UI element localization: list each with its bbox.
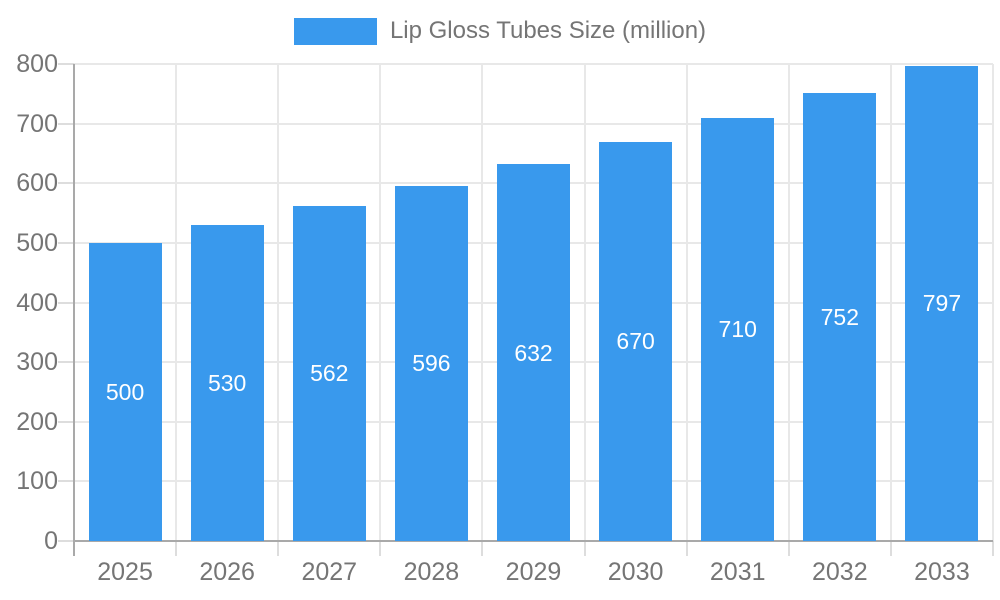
bar-value-label: 632 bbox=[514, 339, 553, 366]
y-axis-label: 800 bbox=[16, 50, 58, 78]
x-axis-label: 2026 bbox=[199, 558, 255, 586]
bar[interactable] bbox=[497, 164, 570, 541]
x-tick bbox=[992, 541, 994, 556]
y-axis-label: 200 bbox=[16, 407, 58, 436]
x-tick bbox=[685, 541, 688, 556]
y-axis-label: 100 bbox=[16, 467, 58, 496]
x-gridline bbox=[787, 64, 790, 541]
bar[interactable] bbox=[88, 242, 162, 541]
bar[interactable] bbox=[292, 205, 366, 541]
y-tick bbox=[58, 63, 74, 65]
x-gridline bbox=[379, 64, 382, 541]
x-tick bbox=[889, 541, 892, 556]
y-tick bbox=[58, 241, 74, 244]
bar-value-label: 710 bbox=[718, 316, 757, 343]
y-axis-label: 400 bbox=[16, 288, 58, 317]
x-axis-label: 2027 bbox=[301, 558, 358, 586]
bar[interactable] bbox=[599, 141, 673, 541]
x-axis-label: 2025 bbox=[97, 558, 153, 586]
x-tick bbox=[175, 541, 178, 556]
x-gridline bbox=[277, 64, 280, 541]
x-gridline bbox=[889, 64, 892, 541]
y-gridline bbox=[74, 63, 993, 65]
y-tick bbox=[58, 480, 74, 483]
y-axis-line bbox=[73, 64, 75, 556]
x-axis-label: 2033 bbox=[914, 558, 970, 586]
x-tick bbox=[277, 541, 280, 556]
x-tick bbox=[583, 541, 586, 556]
bar-value-label: 596 bbox=[412, 350, 451, 377]
x-gridline bbox=[481, 64, 484, 541]
bar-value-label: 530 bbox=[207, 369, 247, 396]
bar[interactable] bbox=[394, 185, 468, 541]
y-axis-label: 600 bbox=[16, 169, 58, 198]
y-axis-label: 0 bbox=[44, 527, 58, 555]
x-axis-label: 2030 bbox=[607, 558, 664, 586]
x-axis-label: 2029 bbox=[505, 558, 562, 586]
x-tick bbox=[481, 541, 484, 556]
legend-swatch[interactable] bbox=[293, 17, 377, 45]
bar[interactable] bbox=[905, 65, 979, 541]
y-tick bbox=[58, 420, 74, 423]
bar-value-label: 752 bbox=[820, 303, 860, 330]
x-gridline bbox=[992, 64, 994, 541]
bar-value-label: 797 bbox=[922, 290, 962, 317]
bar[interactable] bbox=[803, 92, 877, 541]
bar-value-label: 562 bbox=[310, 360, 349, 387]
bar[interactable] bbox=[190, 224, 264, 541]
y-axis-label: 300 bbox=[16, 348, 58, 377]
legend[interactable]: Lip Gloss Tubes Size (million) bbox=[0, 16, 1000, 46]
x-gridline bbox=[685, 64, 688, 541]
x-tick bbox=[379, 541, 382, 556]
bar-value-label: 670 bbox=[616, 328, 655, 355]
x-axis-label: 2032 bbox=[812, 558, 868, 586]
x-gridline bbox=[583, 64, 586, 541]
x-axis-label: 2031 bbox=[709, 558, 766, 586]
x-gridline bbox=[175, 64, 178, 541]
y-tick bbox=[58, 301, 74, 304]
bar[interactable] bbox=[701, 117, 775, 541]
y-tick bbox=[58, 540, 74, 542]
y-axis-label: 700 bbox=[16, 109, 58, 138]
x-axis-line bbox=[73, 540, 993, 542]
y-tick bbox=[58, 182, 74, 185]
y-tick bbox=[58, 361, 74, 364]
bar-value-label: 500 bbox=[105, 378, 145, 405]
legend-label: Lip Gloss Tubes Size (million) bbox=[389, 17, 707, 44]
y-tick bbox=[58, 122, 74, 125]
y-gridline bbox=[74, 122, 993, 125]
y-axis-label: 500 bbox=[16, 228, 58, 257]
x-axis-label: 2028 bbox=[403, 558, 460, 586]
x-tick bbox=[787, 541, 790, 556]
